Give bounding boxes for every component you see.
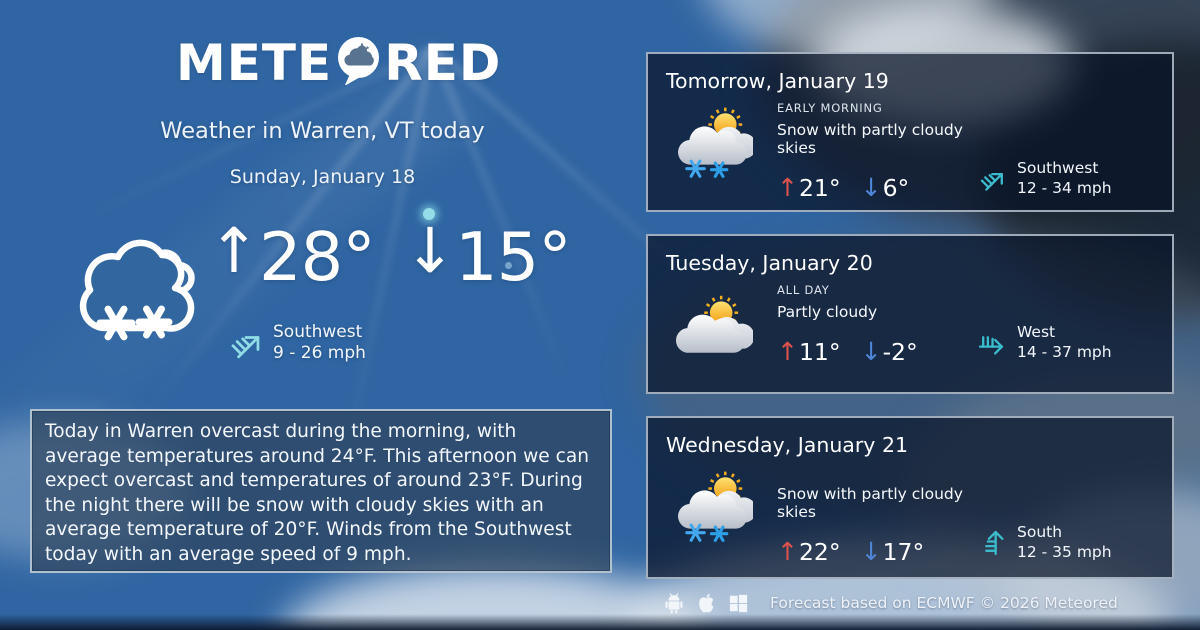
down-arrow-icon: ↓: [404, 214, 456, 287]
photo-dark-edge: [0, 614, 1200, 630]
up-arrow-icon: ↑: [208, 214, 260, 287]
wind-barb-icon: [978, 329, 1005, 356]
wind-barb-icon: [978, 529, 1005, 556]
meteored-logo[interactable]: METE RED: [176, 34, 501, 92]
logo-cloud-bubble-icon: [334, 36, 383, 86]
footer: Forecast based on ECMWF © 2026 Meteored: [664, 592, 1118, 614]
snow-partly-cloudy-icon: [666, 463, 762, 543]
logo-text-right: RED: [384, 34, 502, 92]
today-wind-direction: Southwest: [273, 322, 363, 342]
card-wind-direction: West: [1017, 323, 1056, 342]
card-period: [777, 465, 978, 480]
snow-cloud-icon: [70, 226, 204, 352]
card-title: Tomorrow, January 19: [666, 69, 889, 93]
wind-barb-icon: [221, 319, 269, 367]
card-condition: Snow with partly cloudy skies: [777, 121, 963, 157]
card-high: 22°: [798, 537, 841, 566]
card-low: 17°: [882, 537, 925, 566]
up-arrow-icon: ↑: [777, 337, 798, 366]
card-wind-speed: 12 - 34 mph: [1017, 178, 1112, 197]
card-wind-direction: South: [1017, 523, 1063, 542]
card-wind: Southwest 12 - 34 mph: [978, 159, 1154, 198]
background-cloud: [700, 0, 1000, 60]
partly-cloudy-icon: [666, 281, 762, 361]
card-high: 21°: [798, 173, 841, 202]
card-wind-speed: 12 - 35 mph: [1017, 542, 1112, 561]
android-icon[interactable]: [664, 592, 684, 614]
forecast-cards: Tomorrow, January 19: [646, 52, 1174, 579]
up-arrow-icon: ↑: [777, 173, 798, 202]
forecast-card-tomorrow[interactable]: Tomorrow, January 19: [646, 52, 1174, 212]
today-summary: Today in Warren overcast during the morn…: [30, 409, 612, 573]
today-low-temp: ↓ 15°: [404, 214, 572, 296]
today-high-temp: ↑ 28°: [208, 214, 376, 296]
apple-icon[interactable]: [697, 592, 716, 614]
card-low: -2°: [882, 337, 918, 366]
card-title: Tuesday, January 20: [666, 251, 873, 275]
up-arrow-icon: ↑: [777, 537, 798, 566]
page-title: Weather in Warren, VT today: [160, 118, 485, 144]
card-condition: Snow with partly cloudy skies: [777, 485, 963, 521]
today-wind-speed: 9 - 26 mph: [273, 343, 366, 364]
card-wind: West 14 - 37 mph: [978, 323, 1154, 362]
logo-text-left: METE: [176, 34, 333, 92]
wind-barb-icon: [972, 160, 1010, 198]
forecast-card-tuesday[interactable]: Tuesday, January 20: [646, 234, 1174, 394]
today-low-value: 15°: [454, 218, 572, 296]
card-wind-direction: Southwest: [1017, 159, 1099, 178]
forecast-attribution: Forecast based on ECMWF © 2026 Meteored: [770, 594, 1118, 612]
down-arrow-icon: ↓: [860, 337, 882, 366]
card-high: 11°: [798, 337, 841, 366]
card-period: EARLY MORNING: [777, 101, 883, 115]
card-wind-speed: 14 - 37 mph: [1017, 342, 1112, 361]
today-wind: Southwest 9 - 26 mph: [228, 322, 366, 365]
forecast-card-wednesday[interactable]: Wednesday, January 21: [646, 416, 1174, 579]
card-low: 6°: [882, 173, 910, 202]
card-wind: South 12 - 35 mph: [978, 523, 1154, 562]
today-high-value: 28°: [258, 218, 376, 296]
down-arrow-icon: ↓: [860, 537, 882, 566]
card-title: Wednesday, January 21: [666, 433, 909, 457]
card-period: ALL DAY: [777, 283, 830, 297]
down-arrow-icon: ↓: [860, 173, 882, 202]
windows-icon[interactable]: [729, 594, 748, 613]
page-date: Sunday, January 18: [229, 166, 416, 188]
card-condition: Partly cloudy: [777, 303, 878, 321]
snow-partly-cloudy-icon: [666, 99, 762, 179]
